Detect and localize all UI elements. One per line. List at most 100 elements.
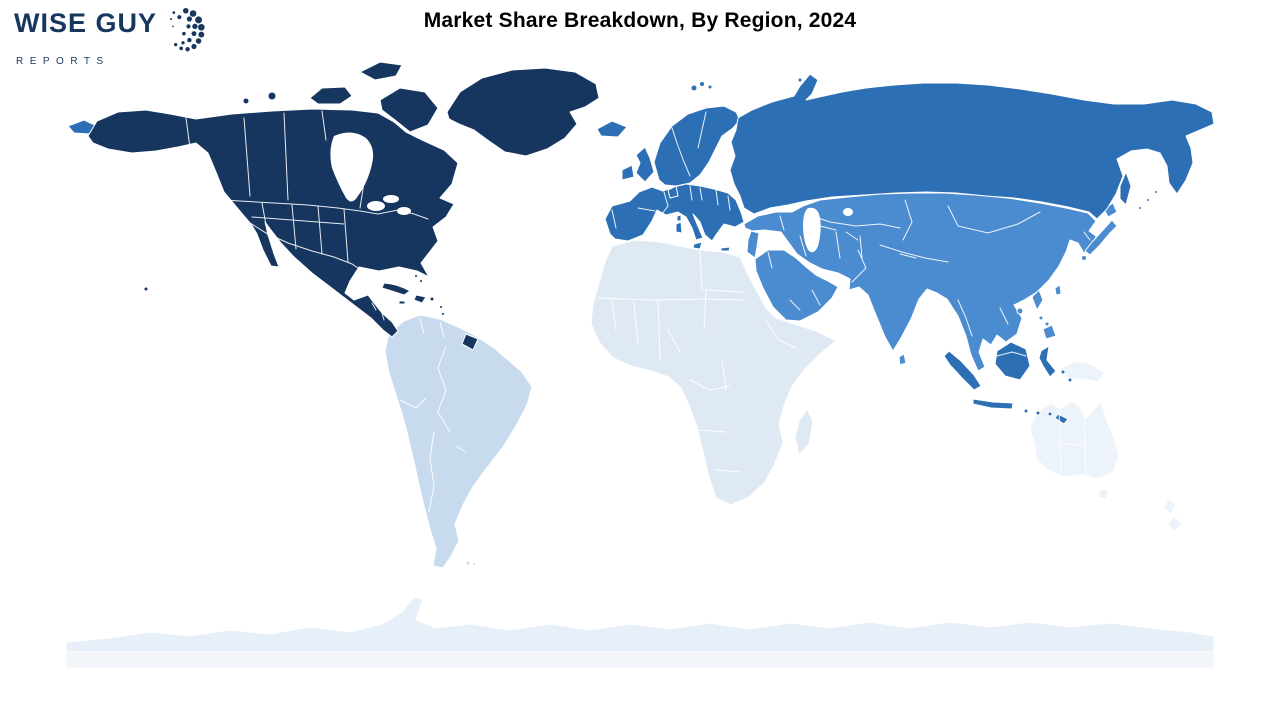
border-line	[1060, 443, 1085, 446]
border-line	[321, 110, 327, 141]
region-africa	[590, 239, 837, 506]
kuril-island	[1154, 190, 1158, 194]
border-line	[185, 117, 191, 149]
falkland-island	[472, 562, 476, 566]
french-guiana	[461, 333, 479, 351]
scandinavia	[653, 105, 741, 187]
dotted-head-icon	[170, 8, 205, 52]
ellesmere-island	[359, 61, 403, 81]
philippines-luzon	[1031, 289, 1044, 311]
great-britain	[635, 146, 655, 183]
border-line	[779, 215, 785, 231]
region-north-america	[87, 61, 600, 351]
arabian-peninsula	[754, 249, 839, 322]
arctic-island	[242, 97, 250, 105]
border-line	[947, 205, 1041, 234]
region-south-america	[384, 314, 533, 569]
border-line	[597, 297, 745, 301]
border-line	[697, 111, 707, 149]
border-line	[381, 312, 385, 321]
russia-mainland	[729, 73, 1215, 220]
baffin-island	[379, 87, 439, 133]
ice-shelf-band	[65, 651, 1215, 669]
border-line	[699, 187, 703, 201]
border-line	[261, 202, 269, 237]
border-line	[283, 112, 289, 201]
africa-mainland	[590, 239, 837, 506]
lesser-sunda-island	[1047, 411, 1053, 417]
japan-hokkaido	[1103, 202, 1118, 218]
border-line	[399, 397, 427, 409]
border-line	[697, 429, 727, 433]
denmark	[667, 185, 679, 199]
ireland	[621, 164, 635, 181]
region-oceania	[1029, 360, 1183, 533]
inland-water	[330, 132, 853, 253]
lesser-sunda-island	[1035, 410, 1041, 416]
border-line	[611, 299, 617, 331]
border-line	[317, 205, 323, 255]
border-line	[715, 189, 719, 206]
hawaii	[143, 286, 149, 292]
border-line	[667, 329, 681, 353]
svalbard	[690, 84, 698, 92]
border-line	[805, 213, 901, 229]
border-line	[819, 225, 837, 231]
border-line	[439, 321, 445, 339]
country-borders	[185, 110, 1091, 513]
region-asia	[743, 192, 1118, 372]
madagascar	[794, 408, 814, 456]
border-line	[699, 251, 703, 291]
border-line	[811, 289, 821, 306]
lesser-antilles-island	[441, 312, 445, 316]
border-line	[703, 289, 707, 331]
new-guinea	[1059, 360, 1105, 383]
wise-guy-reports-logo: WISE GUY REPORTS	[14, 8, 205, 67]
region-europe	[596, 81, 745, 252]
border-line	[419, 317, 425, 335]
border-line	[845, 231, 859, 241]
hainan	[1016, 307, 1024, 315]
border-line	[291, 204, 297, 250]
kuril-island	[1146, 198, 1150, 202]
region-southeast-asia-islands	[943, 341, 1073, 425]
philippines-mindanao	[1042, 324, 1057, 340]
border-line	[455, 445, 467, 453]
crete	[720, 246, 731, 252]
svalbard	[699, 81, 705, 87]
hispaniola	[413, 294, 427, 304]
jamaica	[398, 300, 406, 305]
border-line	[789, 299, 801, 311]
chart-title: Market Share Breakdown, By Region, 2024	[423, 9, 857, 32]
border-line	[727, 195, 731, 211]
border-line	[1083, 231, 1091, 241]
levant	[746, 230, 760, 259]
border-line	[359, 169, 367, 209]
antarctica-mainland	[65, 596, 1215, 655]
svalbard	[707, 84, 713, 90]
sumatra	[943, 350, 982, 391]
border-line	[899, 253, 917, 259]
new-zealand-north	[1163, 498, 1177, 515]
border-line	[637, 207, 656, 212]
australia	[1029, 400, 1120, 480]
border-line	[999, 307, 1009, 325]
border-line	[996, 351, 1027, 357]
kuril-island	[1138, 206, 1142, 210]
sicily	[692, 241, 703, 250]
border-line	[1058, 408, 1062, 473]
aral-sea	[843, 208, 853, 216]
border-line	[851, 249, 867, 283]
philippines-island	[1044, 321, 1050, 327]
border-line	[437, 345, 451, 433]
sakhalin	[1119, 171, 1132, 206]
border-line	[657, 299, 661, 361]
border-line	[689, 379, 731, 391]
border-line	[428, 431, 435, 513]
java	[972, 398, 1014, 410]
region-russia	[67, 73, 1215, 220]
sardinia	[675, 221, 683, 234]
iceland	[596, 120, 628, 138]
logo-wordmark: WISE GUY	[14, 8, 158, 38]
